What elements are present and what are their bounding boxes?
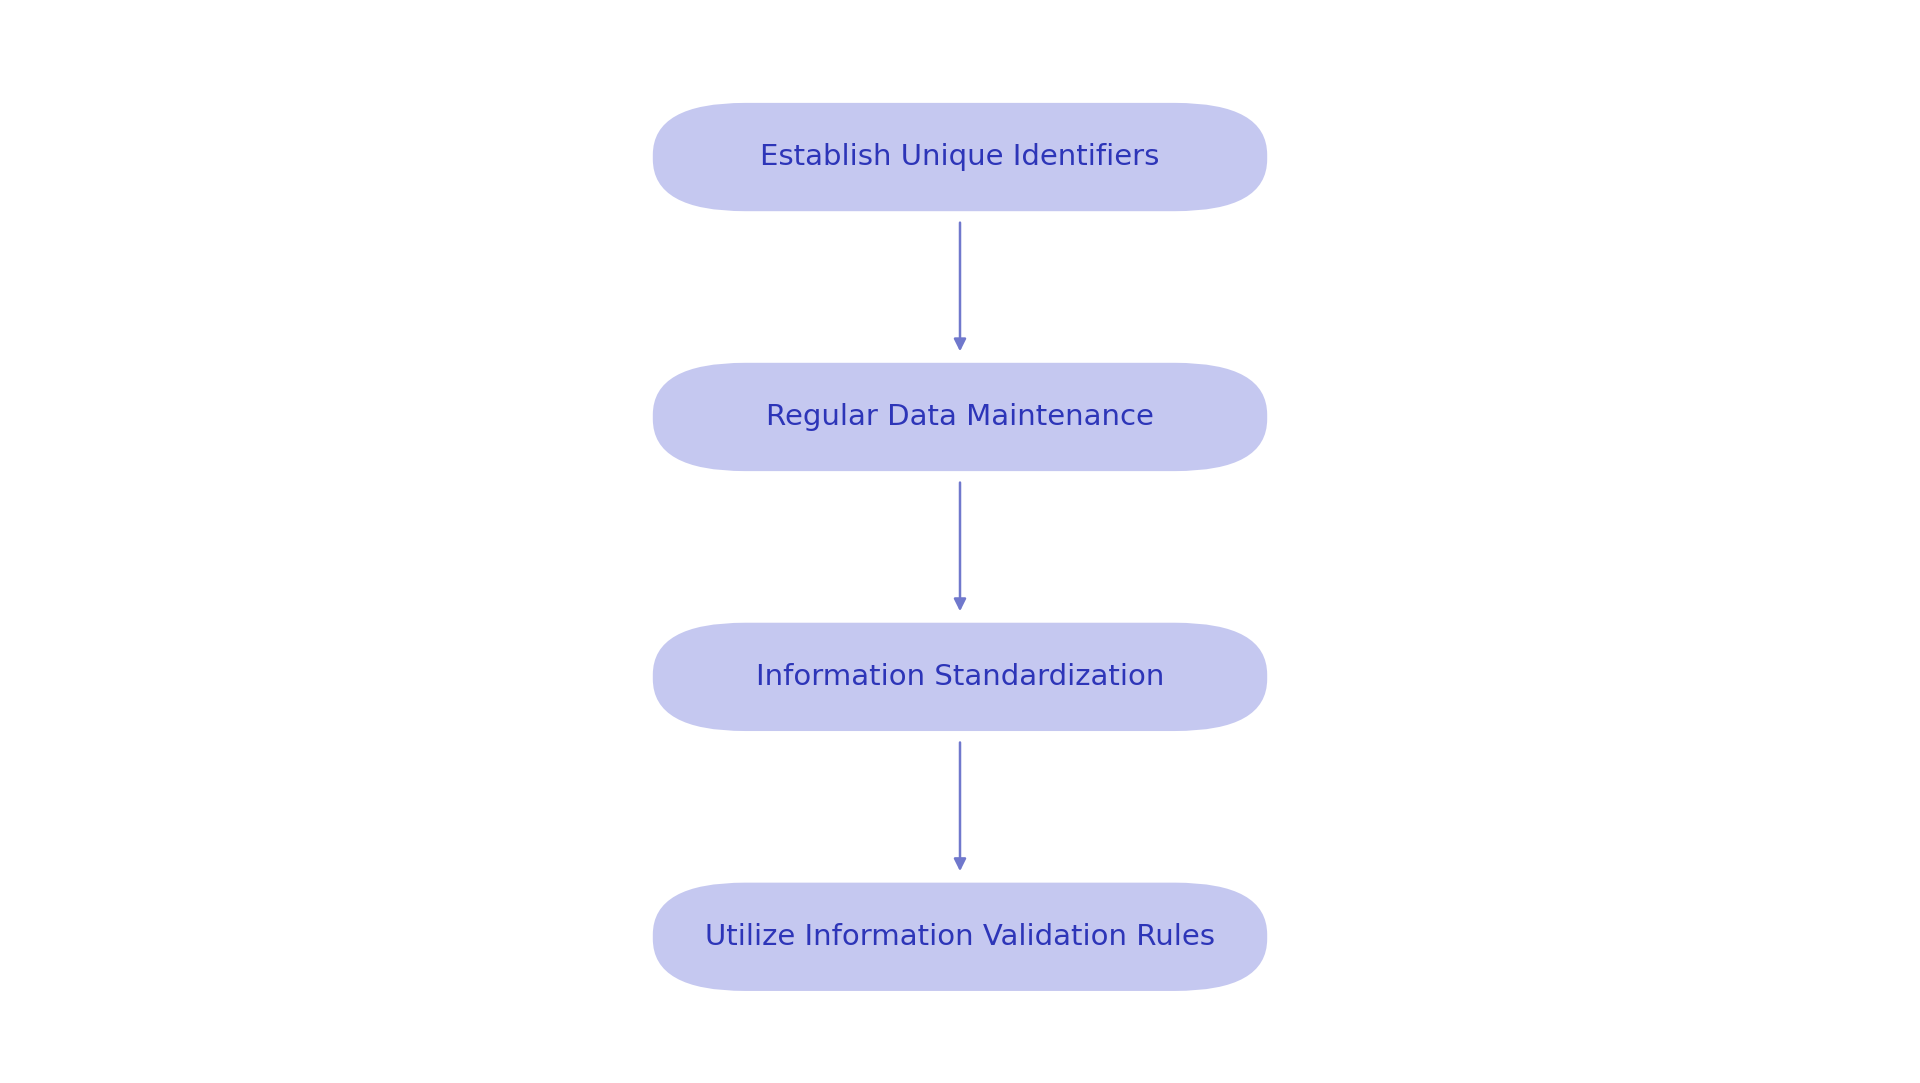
FancyBboxPatch shape — [653, 363, 1267, 471]
Text: Establish Unique Identifiers: Establish Unique Identifiers — [760, 143, 1160, 171]
FancyBboxPatch shape — [653, 883, 1267, 991]
FancyBboxPatch shape — [653, 103, 1267, 211]
Text: Information Standardization: Information Standardization — [756, 663, 1164, 691]
FancyBboxPatch shape — [653, 623, 1267, 731]
Text: Regular Data Maintenance: Regular Data Maintenance — [766, 403, 1154, 431]
Text: Utilize Information Validation Rules: Utilize Information Validation Rules — [705, 923, 1215, 951]
